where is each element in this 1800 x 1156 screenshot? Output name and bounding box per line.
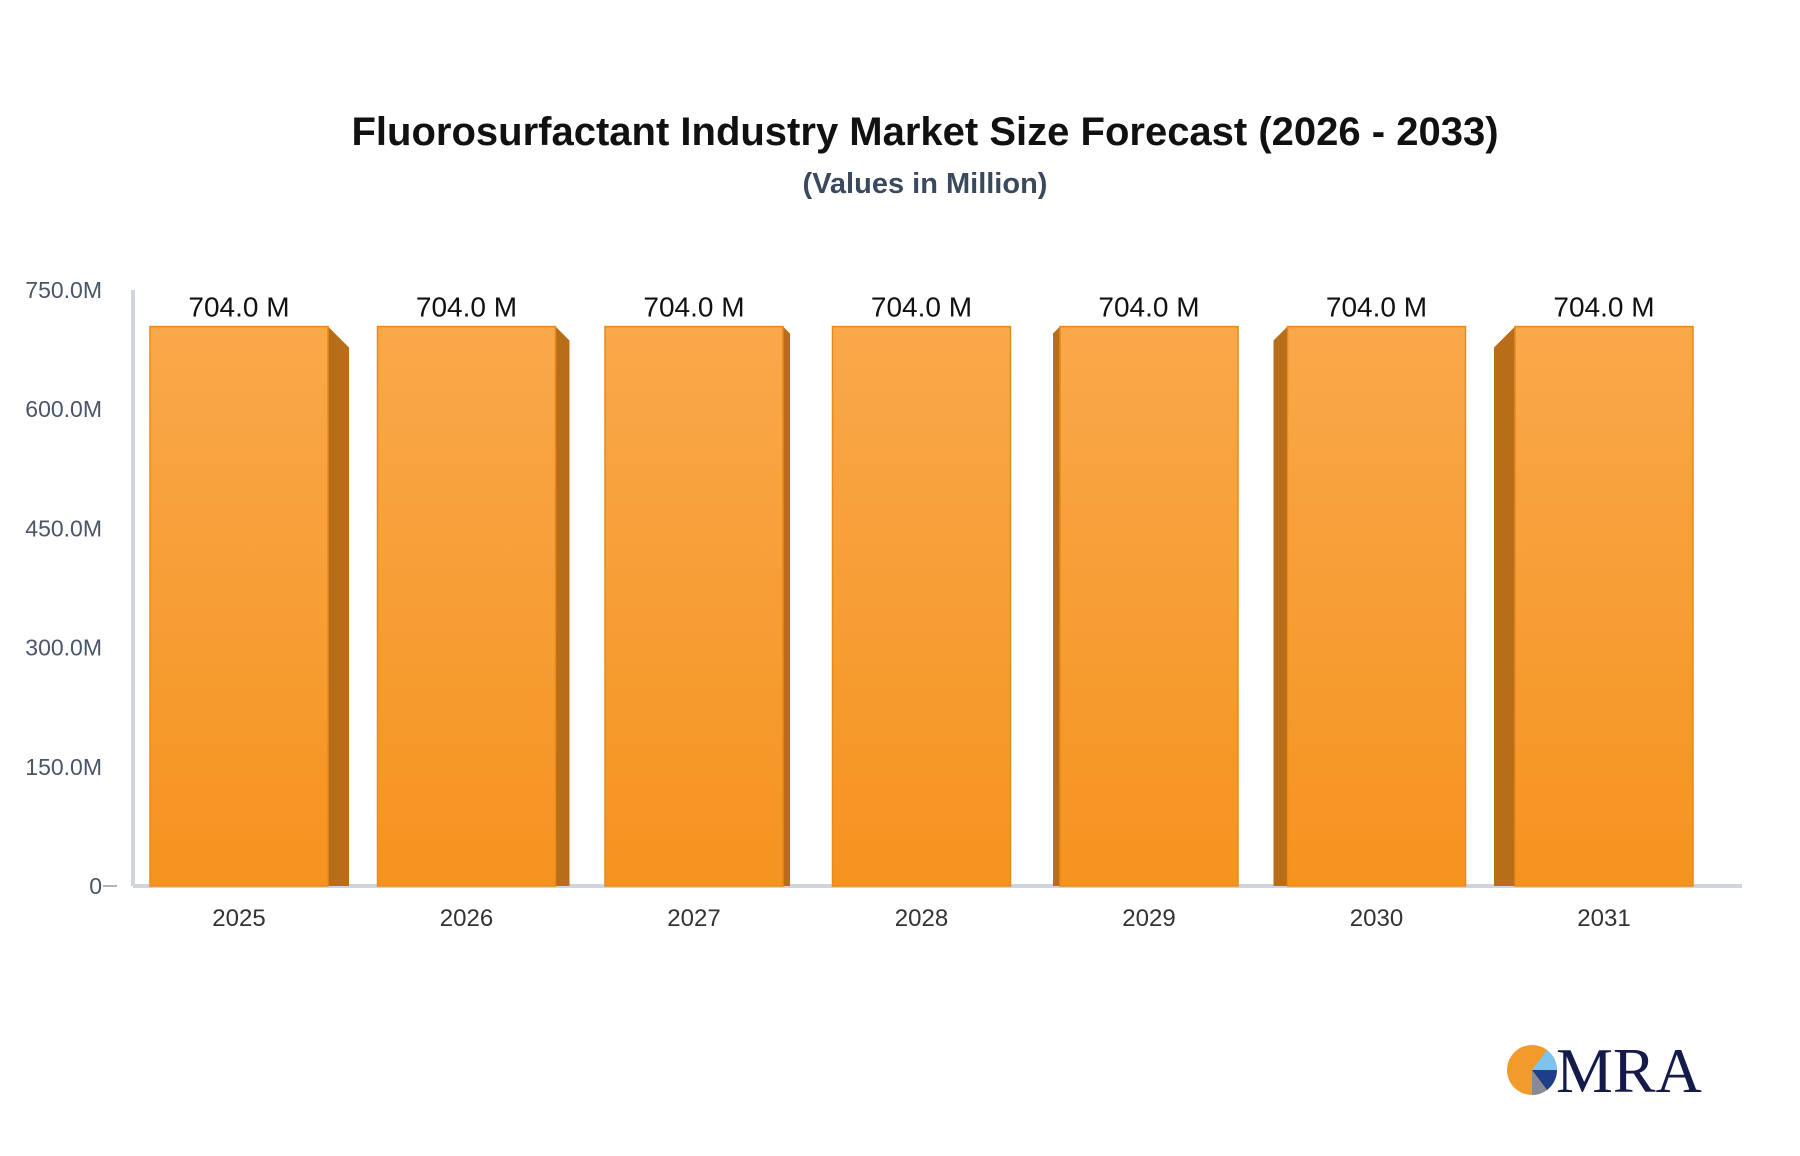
- bar: [1286, 325, 1467, 887]
- data-label: 704.0 M: [416, 292, 517, 323]
- chart-subtitle: (Values in Million): [802, 168, 1048, 200]
- y-tick-label: 300.0M: [25, 635, 102, 661]
- y-tick-label: 150.0M: [25, 754, 102, 780]
- y-tick-label: 0: [89, 873, 102, 899]
- data-label: 704.0 M: [1326, 292, 1427, 323]
- data-label: 704.0 M: [643, 292, 744, 323]
- chart-title: Fluorosurfactant Industry Market Size Fo…: [351, 110, 1499, 154]
- data-label: 704.0 M: [1098, 292, 1199, 323]
- bar: [149, 325, 329, 887]
- x-tick-label: 2026: [440, 905, 493, 932]
- y-tick-label: 750.0M: [25, 277, 102, 303]
- bar: [1514, 325, 1694, 887]
- bar-side: [555, 326, 570, 886]
- logo-text: MRA: [1556, 1035, 1702, 1106]
- bar-side: [328, 326, 349, 886]
- data-label: 704.0 M: [1553, 292, 1654, 323]
- x-tick-label: 2030: [1350, 905, 1403, 932]
- data-label: 704.0 M: [871, 292, 972, 323]
- bar: [1059, 325, 1239, 887]
- x-tick-label: 2028: [895, 905, 948, 932]
- x-tick-label: 2031: [1577, 905, 1630, 932]
- bar-side: [1273, 326, 1288, 886]
- bar: [376, 325, 557, 887]
- bar: [604, 325, 784, 887]
- x-tick-label: 2029: [1122, 905, 1175, 932]
- logo: MRA: [1507, 1035, 1702, 1106]
- bar-side: [1494, 326, 1515, 886]
- bar: [831, 325, 1012, 887]
- y-tick-label: 600.0M: [25, 396, 102, 422]
- y-tick-label: 450.0M: [25, 515, 102, 541]
- bar-side: [1053, 326, 1060, 886]
- x-tick-label: 2027: [667, 905, 720, 932]
- bar-side: [783, 326, 790, 886]
- x-tick-label: 2025: [212, 905, 265, 932]
- data-label: 704.0 M: [188, 292, 289, 323]
